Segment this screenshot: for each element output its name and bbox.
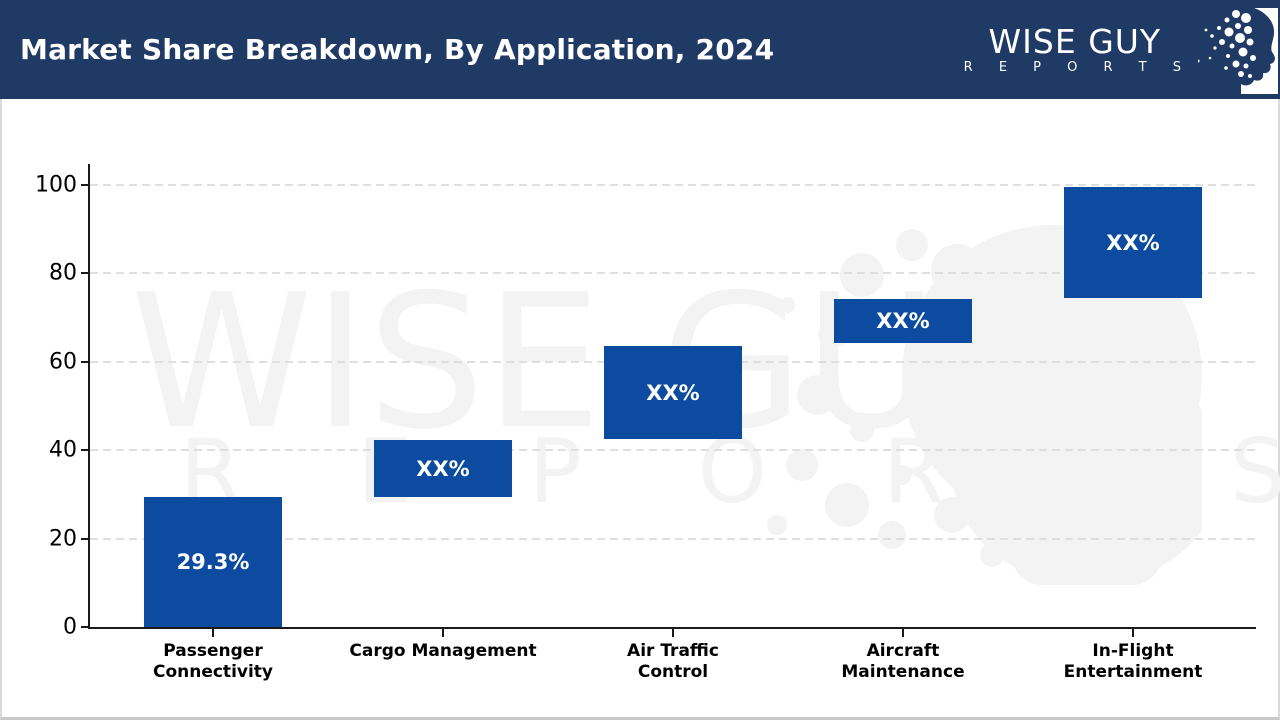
x-tick-air-traffic-control <box>672 628 674 637</box>
chart-canvas: WISE GUY R E P O R T S 0 20 40 60 80 100 29.3%… <box>0 99 1280 720</box>
logo-text-wise-guy: WISE GUY <box>988 22 1162 62</box>
bar-in-flight-entertainment: XX% <box>1064 187 1202 299</box>
y-tick-40 <box>81 449 90 452</box>
x-tick-aircraft-maintenance <box>902 628 904 637</box>
y-tick-label-60: 60 <box>49 349 77 375</box>
bar-air-traffic-control: XX% <box>604 345 742 440</box>
y-tick-label-100: 100 <box>35 172 77 198</box>
bar-passenger-connectivity: 29.3% <box>144 497 282 627</box>
bar-value-label-in-flight-entertainment: XX% <box>1106 230 1160 255</box>
bar-value-label-passenger-connectivity: 29.3% <box>176 550 250 575</box>
x-category-label-air-traffic-control: Air Traffic Control <box>627 641 719 682</box>
logo-wordmark: WISE GUY R E P O R T S <box>958 22 1192 75</box>
gridline-40 <box>90 449 1256 452</box>
x-axis-line <box>88 627 1256 629</box>
gridline-20 <box>90 537 1256 540</box>
logo-text-reports: R E P O R T S <box>963 59 1192 75</box>
page-title: Market Share Breakdown, By Application, … <box>20 33 775 66</box>
wise-guy-reports-logo: WISE GUY R E P O R T S <box>958 6 1278 94</box>
y-axis-line <box>88 164 90 629</box>
x-tick-cargo-management <box>442 628 444 637</box>
y-tick-100 <box>81 184 90 186</box>
header-bar: Market Share Breakdown, By Application, … <box>0 0 1280 99</box>
bar-aircraft-maintenance: XX% <box>834 299 972 343</box>
gridline-100 <box>90 184 1256 186</box>
y-tick-label-0: 0 <box>63 614 77 640</box>
bar-value-label-air-traffic-control: XX% <box>646 380 700 405</box>
y-tick-80 <box>81 272 90 275</box>
y-tick-0 <box>81 626 90 628</box>
watermark-head-icon <box>767 225 1202 585</box>
x-category-label-aircraft-maintenance: Aircraft Maintenance <box>841 641 965 682</box>
bar-value-label-aircraft-maintenance: XX% <box>876 308 930 333</box>
y-tick-60 <box>81 360 90 363</box>
bar-cargo-management: XX% <box>374 440 512 498</box>
x-category-label-cargo-management: Cargo Management <box>349 641 537 661</box>
y-tick-label-80: 80 <box>49 260 77 286</box>
x-category-label-in-flight-entertainment: In-Flight Entertainment <box>1063 641 1203 682</box>
y-tick-label-40: 40 <box>49 437 77 463</box>
x-tick-in-flight-entertainment <box>1132 628 1134 637</box>
y-tick-20 <box>81 537 90 540</box>
gridline-80 <box>90 272 1256 275</box>
bar-value-label-cargo-management: XX% <box>416 456 470 481</box>
x-tick-passenger-connectivity <box>212 628 214 637</box>
x-category-label-passenger-connectivity: Passenger Connectivity <box>152 641 274 682</box>
y-tick-label-20: 20 <box>49 526 77 552</box>
logo-head-icon <box>1198 8 1278 94</box>
